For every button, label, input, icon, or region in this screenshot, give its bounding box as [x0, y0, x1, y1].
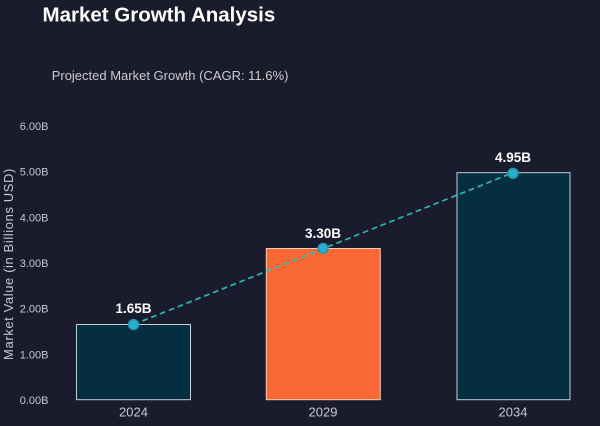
svg-text:4.00B: 4.00B	[20, 212, 49, 224]
svg-text:2.00B: 2.00B	[20, 304, 49, 316]
svg-text:0.00B: 0.00B	[20, 395, 49, 407]
svg-text:Projected Market Growth (CAGR:: Projected Market Growth (CAGR: 11.6%)	[52, 68, 289, 83]
svg-text:2024: 2024	[119, 405, 148, 420]
svg-text:5.00B: 5.00B	[20, 167, 49, 179]
svg-text:1.65B: 1.65B	[115, 301, 151, 316]
svg-text:3.00B: 3.00B	[20, 258, 49, 270]
svg-text:Market Growth Analysis: Market Growth Analysis	[43, 4, 276, 27]
svg-text:4.95B: 4.95B	[495, 150, 531, 165]
svg-text:6.00B: 6.00B	[20, 121, 49, 133]
svg-text:1.00B: 1.00B	[20, 349, 49, 361]
svg-text:2034: 2034	[499, 405, 528, 420]
svg-text:2029: 2029	[309, 405, 338, 420]
svg-text:Market Value (in Billions USD): Market Value (in Billions USD)	[1, 168, 16, 360]
svg-text:3.30B: 3.30B	[305, 226, 341, 241]
